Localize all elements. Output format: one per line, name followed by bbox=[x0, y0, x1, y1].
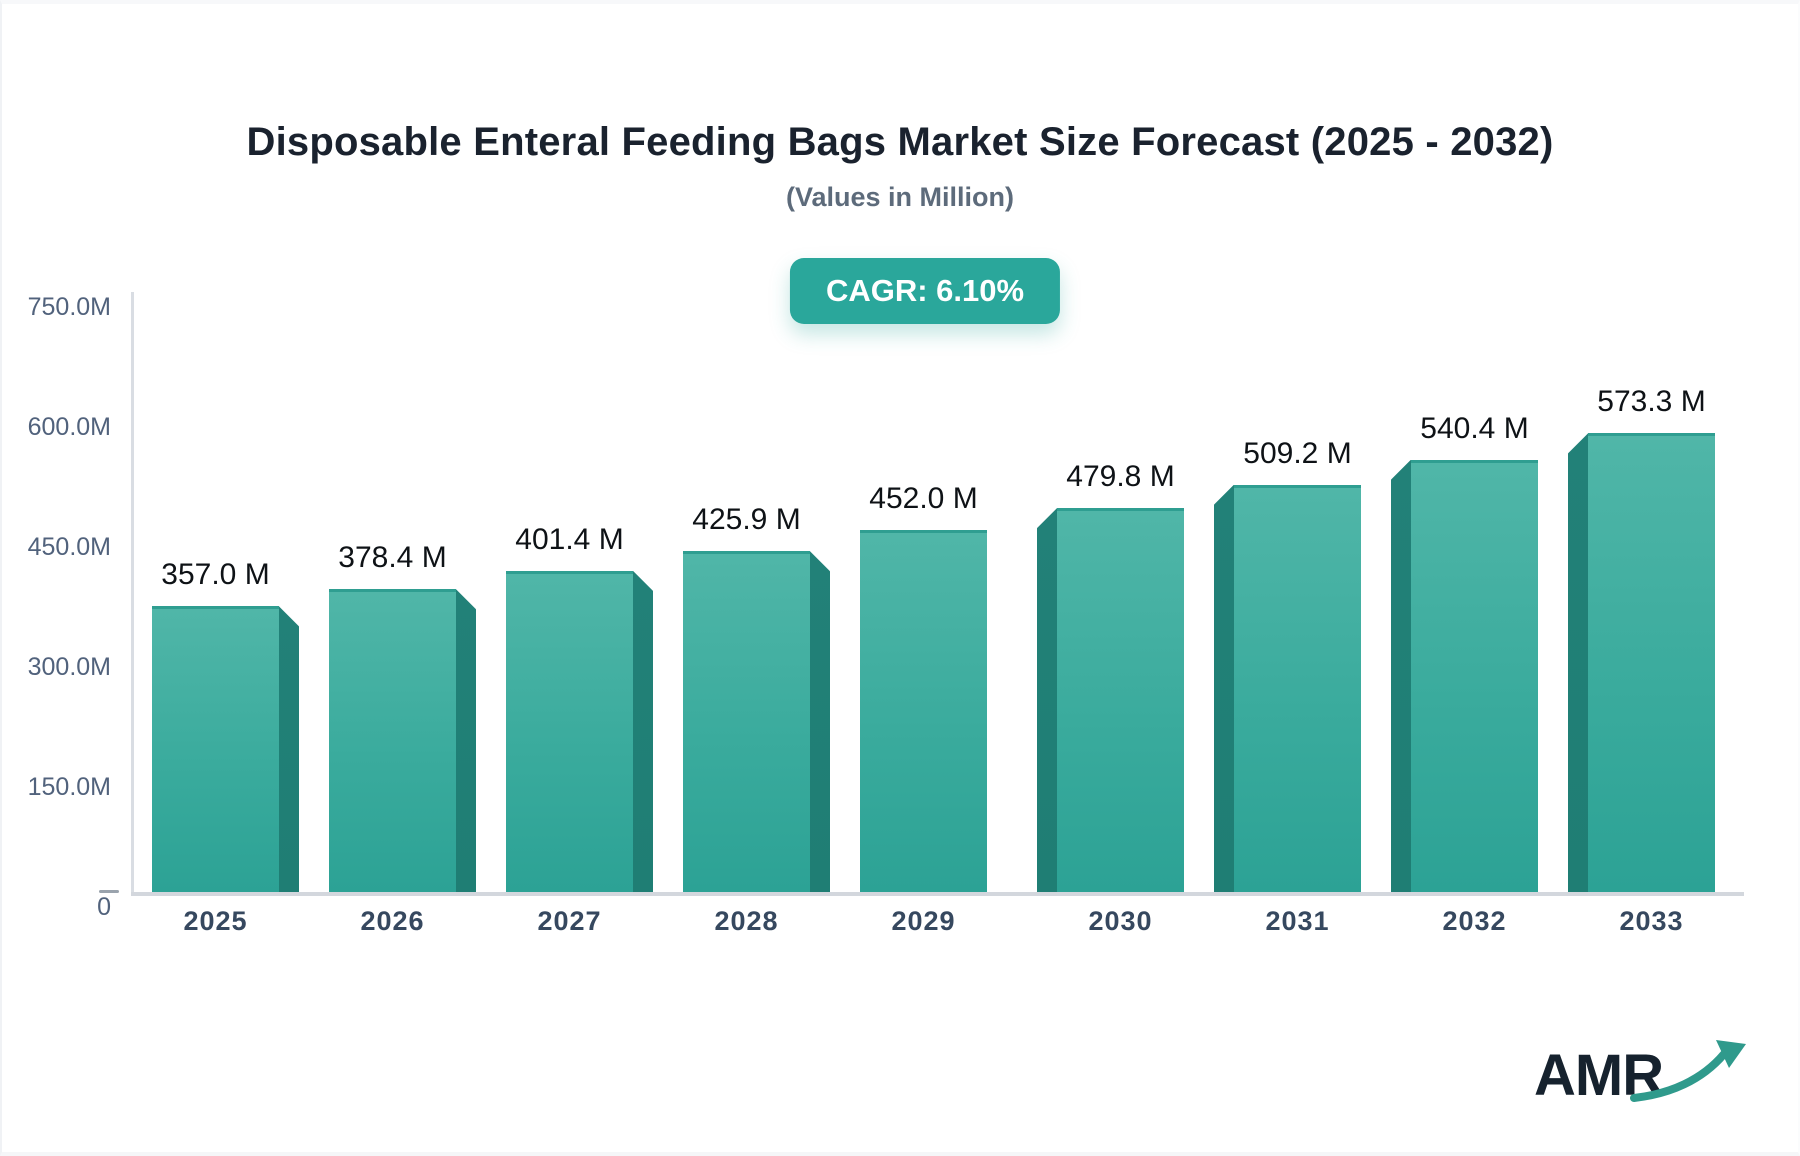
bar-3d-side-2025 bbox=[279, 606, 299, 892]
x-axis-label-2032: 2032 bbox=[1442, 906, 1507, 936]
bar-2032[interactable] bbox=[1411, 459, 1538, 892]
x-axis-label-2030: 2030 bbox=[1088, 906, 1153, 936]
bar-2026[interactable] bbox=[329, 589, 456, 892]
x-axis-label-2029: 2029 bbox=[891, 906, 956, 936]
bar-2028[interactable] bbox=[683, 551, 810, 892]
bar-value-label-2031: 509.2 M bbox=[1243, 436, 1352, 470]
bar-group-2031 bbox=[1214, 484, 1361, 892]
x-axis-label-2026: 2026 bbox=[360, 906, 425, 936]
bar-group-2028 bbox=[683, 551, 830, 892]
bar-group-2030 bbox=[1037, 508, 1184, 892]
bar-3d-side-2028 bbox=[810, 551, 830, 892]
bar-value-label-2025: 357.0 M bbox=[161, 558, 270, 592]
bar-2030[interactable] bbox=[1057, 508, 1184, 892]
bar-chart-plot-area: 0 150.0M 300.0M 450.0M 600.0M 750.0M 2025 2026… bbox=[2, 4, 1798, 1152]
zero-tick-mark bbox=[99, 890, 119, 893]
bar-group-2033 bbox=[1568, 433, 1715, 892]
bar-3d-side-2032 bbox=[1391, 459, 1411, 892]
bar-value-label-2030: 479.8 M bbox=[1066, 460, 1175, 494]
bar-group-2025 bbox=[152, 606, 299, 892]
y-axis-line bbox=[131, 292, 134, 892]
bar-value-label-2026: 378.4 M bbox=[338, 541, 447, 575]
bar-group-2026 bbox=[329, 589, 476, 892]
x-axis-label-2033: 2033 bbox=[1619, 906, 1684, 936]
growth-arrow-icon bbox=[1630, 1040, 1746, 1102]
bar-group-2032 bbox=[1391, 459, 1538, 892]
bar-2033[interactable] bbox=[1588, 433, 1715, 892]
bar-3d-side-2030 bbox=[1037, 508, 1057, 892]
bar-3d-side-2031 bbox=[1214, 484, 1234, 892]
bar-3d-side-2026 bbox=[456, 589, 476, 892]
bar-2029[interactable] bbox=[860, 530, 987, 892]
cagr-badge: CAGR: 6.10% bbox=[789, 258, 1061, 324]
chart-title: Disposable Enteral Feeding Bags Market S… bbox=[246, 120, 1554, 164]
bar-value-label-2028: 425.9 M bbox=[692, 503, 801, 537]
bar-value-label-2032: 540.4 M bbox=[1420, 411, 1529, 445]
x-axis-label-2027: 2027 bbox=[537, 906, 602, 936]
x-axis-label-2031: 2031 bbox=[1265, 906, 1330, 936]
chart-subtitle: (Values in Million) bbox=[785, 182, 1015, 212]
bar-3d-side-2027 bbox=[633, 570, 653, 892]
bar-2027[interactable] bbox=[506, 570, 633, 892]
bar-2025[interactable] bbox=[152, 606, 279, 892]
bar-group-2029 bbox=[860, 530, 1007, 892]
amr-logo: AMR bbox=[1534, 1036, 1746, 1116]
bar-value-label-2033: 573.3 M bbox=[1597, 385, 1706, 419]
bar-value-label-2027: 401.4 M bbox=[515, 522, 624, 556]
x-axis-label-2028: 2028 bbox=[714, 906, 779, 936]
bar-3d-side-2033 bbox=[1568, 433, 1588, 892]
bar-2031[interactable] bbox=[1234, 484, 1361, 892]
bar-group-2027 bbox=[506, 570, 653, 892]
bar-value-label-2029: 452.0 M bbox=[869, 482, 978, 516]
x-axis-label-2025: 2025 bbox=[183, 906, 248, 936]
x-axis-baseline bbox=[131, 892, 1744, 896]
